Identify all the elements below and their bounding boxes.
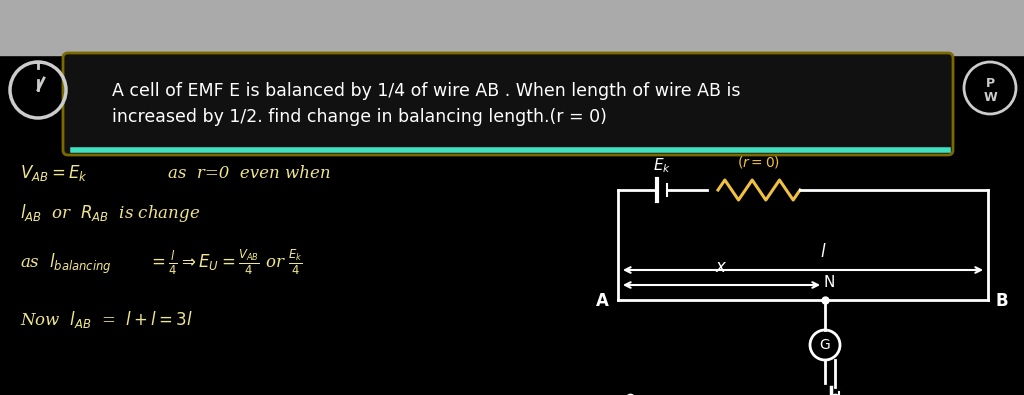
Text: as  $l_{balancing}$: as $l_{balancing}$ — [20, 252, 112, 276]
Text: A cell of EMF E is balanced by 1/4 of wire AB . When length of wire AB is: A cell of EMF E is balanced by 1/4 of wi… — [112, 82, 740, 100]
Text: $(r=0)$: $(r=0)$ — [737, 154, 780, 169]
Text: $l$: $l$ — [820, 243, 826, 261]
Text: W: W — [983, 90, 997, 103]
Text: $= \frac{l}{4} \Rightarrow E_U = \frac{V_{AB}}{4}$ or $\frac{E_k}{4}$: $= \frac{l}{4} \Rightarrow E_U = \frac{V… — [148, 247, 303, 277]
Text: P: P — [985, 77, 994, 90]
Text: Now  $l_{AB}$  =  $l + l = 3l$: Now $l_{AB}$ = $l + l = 3l$ — [20, 309, 193, 330]
Text: increased by 1/2. find change in balancing length.(r = 0): increased by 1/2. find change in balanci… — [112, 108, 607, 126]
Text: $l_{AB}$  or  $R_{AB}$  is change: $l_{AB}$ or $R_{AB}$ is change — [20, 202, 201, 224]
Text: $V_{AB} = E_k$: $V_{AB} = E_k$ — [20, 163, 88, 183]
Text: B: B — [995, 292, 1009, 310]
Text: A: A — [596, 292, 608, 310]
Text: $E_k$: $E_k$ — [653, 156, 671, 175]
FancyBboxPatch shape — [63, 53, 953, 155]
Text: $x$: $x$ — [716, 258, 728, 276]
Text: N: N — [823, 275, 835, 290]
Text: G: G — [819, 338, 830, 352]
Text: as  r=0  even when: as r=0 even when — [168, 165, 331, 182]
